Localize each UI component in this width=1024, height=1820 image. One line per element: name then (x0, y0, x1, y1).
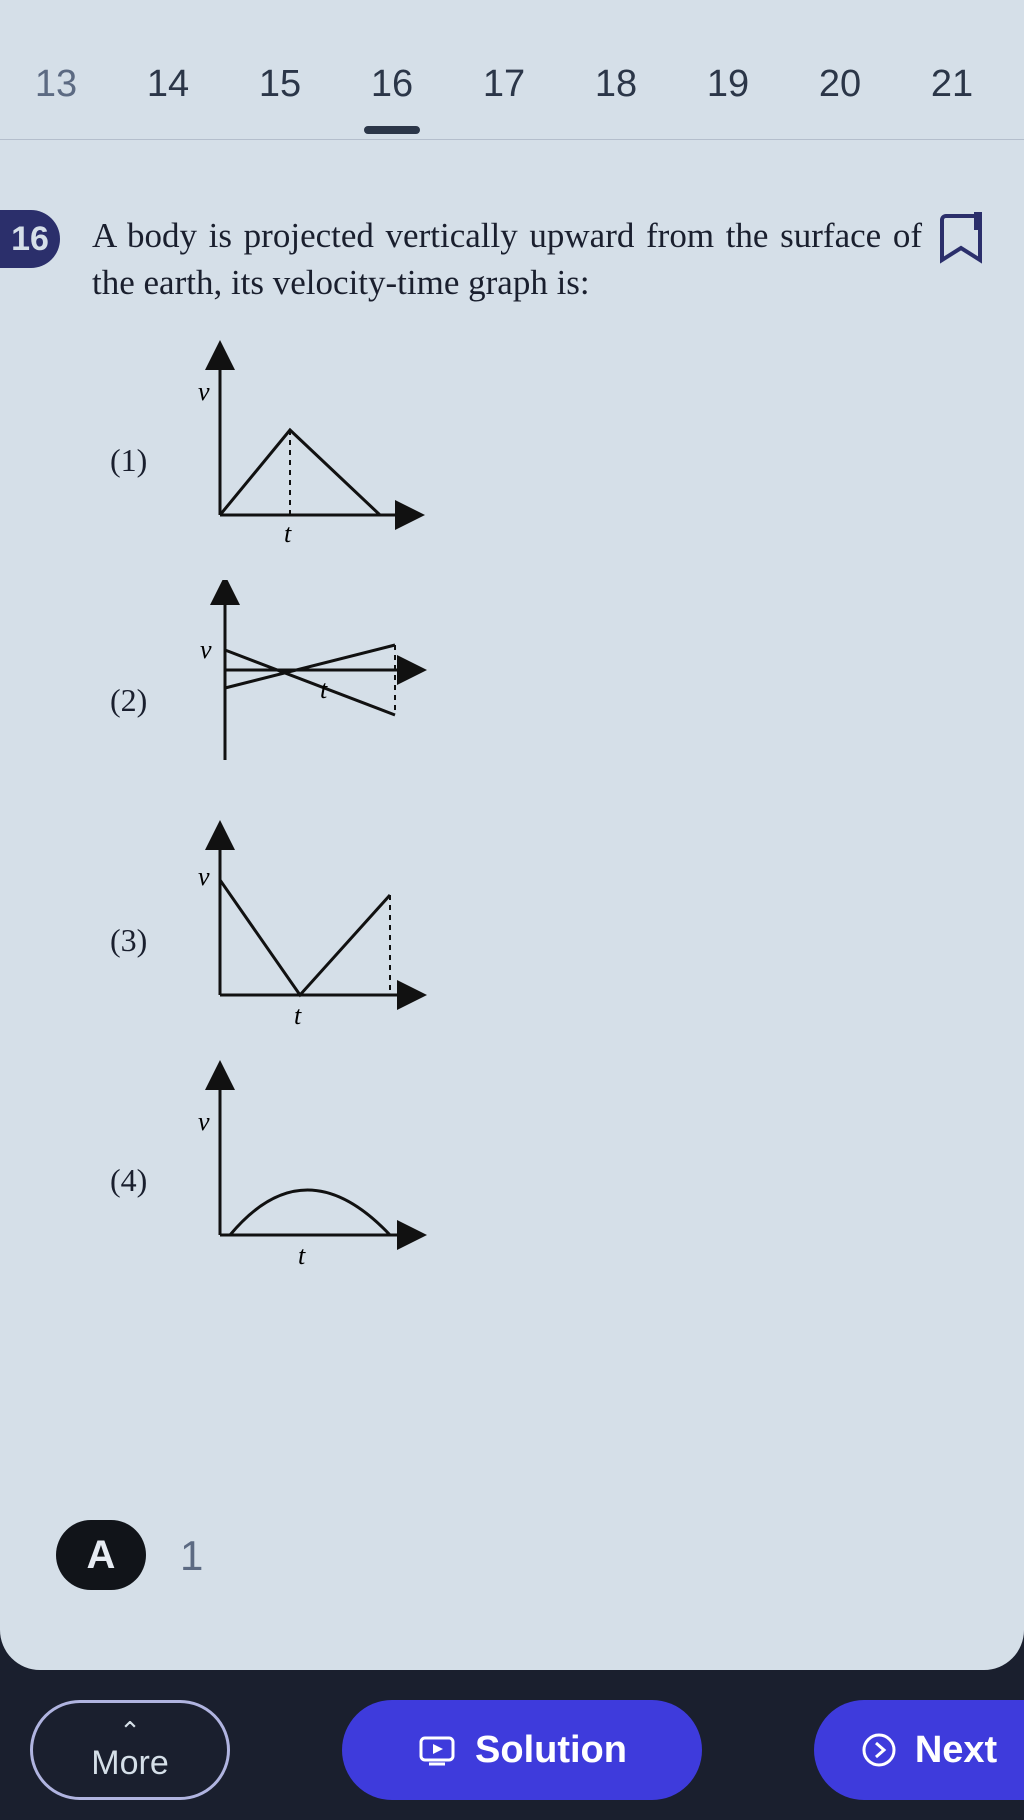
option-1[interactable]: (1) v t (110, 340, 440, 550)
next-button[interactable]: Next (814, 1700, 1024, 1800)
tab-13[interactable]: 13 (0, 63, 112, 126)
tab-21[interactable]: 21 (896, 63, 1008, 126)
svg-text:v: v (198, 862, 210, 891)
tab-15[interactable]: 15 (224, 63, 336, 126)
question-text: A body is projected vertically upward fr… (92, 212, 922, 307)
more-button[interactable]: ⌃ More (30, 1700, 230, 1800)
svg-text:v: v (198, 377, 210, 406)
options-container: (1) v t (2) (110, 320, 440, 1270)
more-button-label: More (91, 1744, 168, 1783)
svg-text:t: t (298, 1241, 306, 1270)
tab-18[interactable]: 18 (560, 63, 672, 126)
tab-17[interactable]: 17 (448, 63, 560, 126)
question-number-badge: 16 (0, 210, 60, 268)
svg-text:t: t (284, 519, 292, 548)
option-2-label: (2) (110, 652, 180, 719)
option-4[interactable]: (4) v t (110, 1060, 440, 1270)
video-icon (417, 1730, 457, 1770)
tab-19[interactable]: 19 (672, 63, 784, 126)
option-3[interactable]: (3) v t (110, 820, 440, 1030)
option-2[interactable]: (2) v t (110, 580, 440, 790)
option-1-graph: v t (180, 340, 440, 550)
bottom-bar: ⌃ More Solution Next (0, 1680, 1024, 1820)
tab-16[interactable]: 16 (336, 63, 448, 126)
option-4-label: (4) (110, 1132, 180, 1199)
question-tabs: 13 14 15 16 17 18 19 20 21 (0, 50, 1024, 140)
option-4-graph: v t (180, 1060, 440, 1270)
bookmark-icon (938, 210, 994, 266)
answer-value: 1 (180, 1532, 203, 1580)
content-card: 13 14 15 16 17 18 19 20 21 16 A body is … (0, 0, 1024, 1670)
solution-button-label: Solution (475, 1729, 627, 1772)
option-3-label: (3) (110, 892, 180, 959)
answer-letter-badge: A (56, 1520, 146, 1590)
chevron-up-icon: ⌃ (119, 1718, 141, 1744)
svg-text:t: t (294, 1001, 302, 1030)
bookmark-button[interactable] (938, 210, 994, 266)
next-button-label: Next (915, 1729, 997, 1772)
chevron-right-icon (861, 1732, 897, 1768)
option-1-label: (1) (110, 412, 180, 479)
svg-text:t: t (320, 675, 328, 704)
svg-text:v: v (200, 635, 212, 664)
tab-20[interactable]: 20 (784, 63, 896, 126)
tab-14[interactable]: 14 (112, 63, 224, 126)
solution-button[interactable]: Solution (342, 1700, 702, 1800)
option-3-graph: v t (180, 820, 440, 1030)
option-2-graph: v t (180, 580, 440, 790)
svg-text:v: v (198, 1107, 210, 1136)
